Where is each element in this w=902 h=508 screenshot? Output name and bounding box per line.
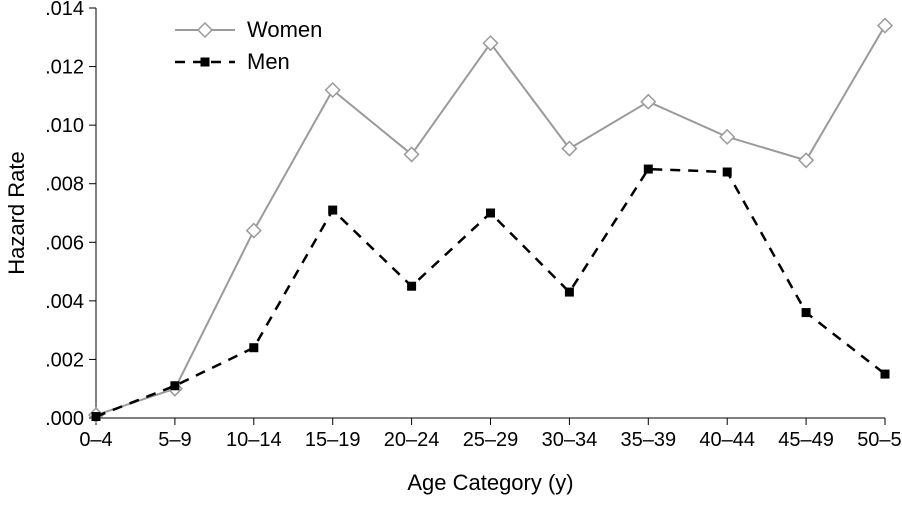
marker-square-icon <box>644 165 652 173</box>
x-tick-label: 0–4 <box>79 429 112 451</box>
y-tick-label: .014 <box>45 0 84 20</box>
x-tick-label: 25–29 <box>463 429 519 451</box>
x-tick-label: 10–14 <box>226 429 282 451</box>
y-tick-label: .002 <box>45 349 84 371</box>
marker-square-icon <box>201 58 209 66</box>
marker-diamond-icon <box>878 19 892 33</box>
legend-women-label: Women <box>247 17 322 42</box>
marker-diamond-icon <box>720 130 734 144</box>
y-tick-label: .004 <box>45 291 84 313</box>
marker-square-icon <box>487 209 495 217</box>
marker-square-icon <box>250 344 258 352</box>
marker-diamond-icon <box>641 95 655 109</box>
y-tick-label: .008 <box>45 174 84 196</box>
x-axis-label: Age Category (y) <box>407 470 573 495</box>
y-tick-label: .006 <box>45 232 84 254</box>
x-tick-label: 30–34 <box>542 429 598 451</box>
marker-square-icon <box>881 370 889 378</box>
y-tick-label: .010 <box>45 115 84 137</box>
marker-square-icon <box>329 206 337 214</box>
marker-diamond-icon <box>198 23 212 37</box>
x-tick-label: 5–9 <box>158 429 191 451</box>
marker-square-icon <box>408 282 416 290</box>
chart-svg: .000 .002 .004 .006 .008 .010 .012 .014 0–4 5–9 10… <box>0 0 902 508</box>
marker-square-icon <box>802 309 810 317</box>
marker-square-icon <box>92 413 100 421</box>
x-tick-label: 15–19 <box>305 429 361 451</box>
marker-diamond-icon <box>799 153 813 167</box>
marker-square-icon <box>171 382 179 390</box>
y-tick-label: .012 <box>45 57 84 79</box>
x-tick-label: 50–54 <box>857 429 902 451</box>
marker-square-icon <box>723 168 731 176</box>
series-men-line <box>96 169 885 416</box>
marker-square-icon <box>565 288 573 296</box>
marker-diamond-icon <box>247 224 261 238</box>
y-tick-label: .000 <box>45 408 84 430</box>
x-tick-label: 40–44 <box>699 429 755 451</box>
x-tick-label: 20–24 <box>384 429 440 451</box>
series-women-line <box>96 26 885 416</box>
hazard-rate-chart: .000 .002 .004 .006 .008 .010 .012 .014 0–4 5–9 10… <box>0 0 902 508</box>
x-tick-label: 35–39 <box>620 429 676 451</box>
x-tick-label: 45–49 <box>778 429 834 451</box>
legend-men-label: Men <box>247 49 290 74</box>
y-axis-label: Hazard Rate <box>4 151 29 275</box>
